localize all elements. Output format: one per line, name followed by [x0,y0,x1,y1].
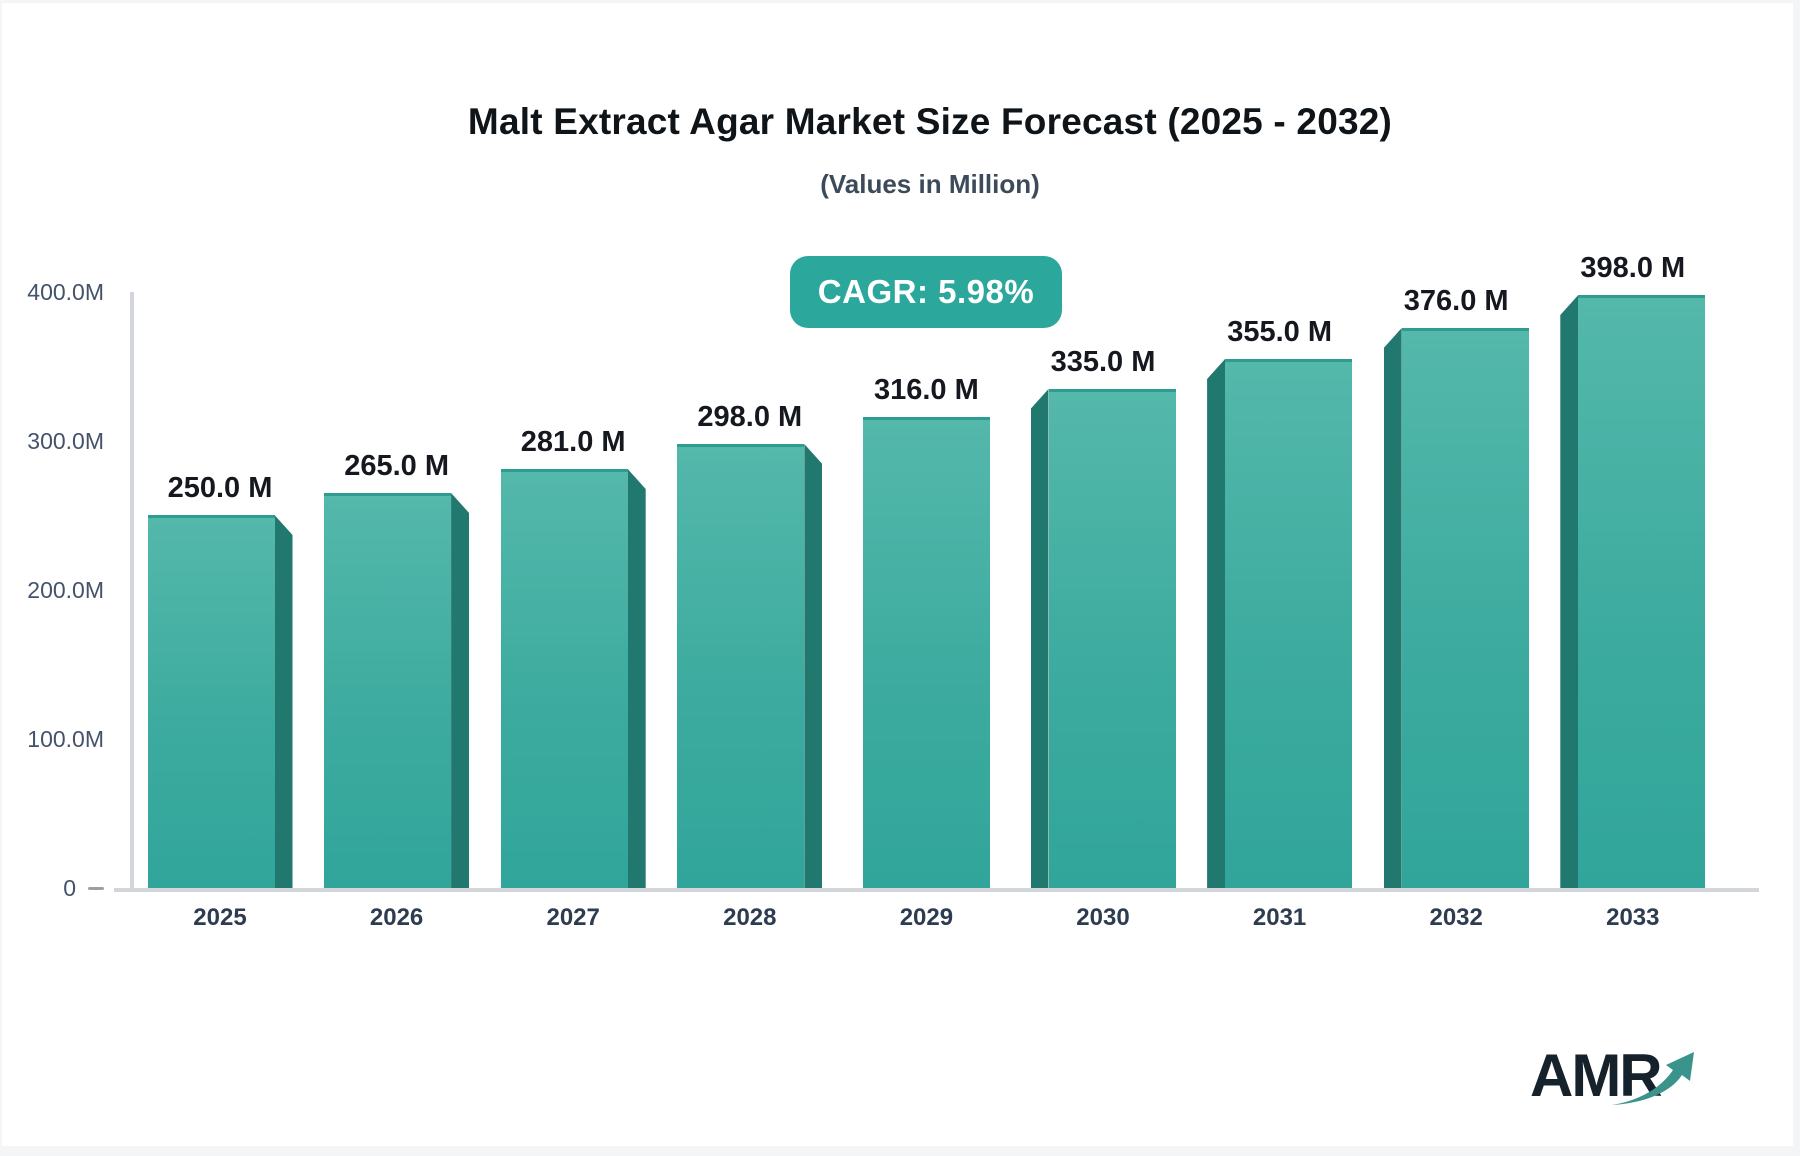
x-axis-label-2033: 2033 [1606,904,1660,931]
y-axis-tick-label: 300.0M [27,428,104,454]
bar-face-2025 [147,515,275,888]
bar-2029 [862,417,990,888]
bar-3d-side-2033 [1560,295,1579,888]
bar-3d-side-2032 [1383,328,1402,888]
bar-3d-side-2025 [274,515,293,888]
bar-value-label-2032: 376.0 M [1403,285,1509,317]
x-axis-label-2030: 2030 [1076,904,1130,931]
bar-value-label-2025: 250.0 M [167,472,273,504]
bar-face-2027 [500,469,628,888]
bar-2027 [500,469,646,888]
y-axis-line [130,292,134,892]
bar-face-2032 [1401,328,1529,888]
bar-3d-side-2027 [627,469,646,888]
bar-face-2028 [677,444,805,888]
bar-value-label-2031: 355.0 M [1227,316,1332,348]
bar-chart-plot: 0 100.0M 200.0M 300.0M 400.0M 250.0 M 2025 265.… [2,3,1793,1146]
bar-value-label-2029: 316.0 M [873,374,979,406]
bar-2028 [677,444,823,888]
bar-face-2033 [1578,295,1706,888]
x-axis-label-2027: 2027 [546,904,600,931]
bar-face-2026 [324,493,452,888]
bar-2033 [1560,295,1706,888]
bar-face-2030 [1048,389,1176,888]
cagr-badge-label: CAGR: 5.98% [817,273,1035,310]
bar-3d-side-2028 [804,444,823,888]
chart-card: Malt Extract Agar Market Size Forecast (… [2,3,1793,1146]
bar-2026 [324,493,470,888]
bar-3d-side-2030 [1030,389,1049,888]
x-axis-label-2025: 2025 [193,904,247,931]
chart-subtitle: (Values in Million) [820,169,1040,199]
bar-2030 [1030,389,1176,888]
y-axis-tick-label: 400.0M [27,279,104,305]
bar-2032 [1383,328,1529,888]
bar-value-label-2027: 281.0 M [520,426,626,458]
x-axis-label-2028: 2028 [723,904,777,931]
bar-value-label-2030: 335.0 M [1050,346,1156,378]
bar-2025 [147,515,293,888]
x-axis-label-2032: 2032 [1429,904,1483,931]
cagr-badge: CAGR: 5.98% [790,256,1062,328]
bar-3d-side-2031 [1207,359,1226,888]
bar-2031 [1207,359,1353,888]
bar-value-label-2026: 265.0 M [344,450,449,482]
bar-3d-side-2026 [451,493,470,888]
y-axis-tick-label: 200.0M [27,577,104,603]
x-axis-label-2029: 2029 [899,904,954,931]
y-axis-tick-label: 100.0M [27,726,104,752]
bar-value-label-2028: 298.0 M [697,401,803,433]
bar-face-2031 [1225,359,1353,888]
x-axis-line [114,888,1759,892]
amr-logo-arrow-icon [1612,1052,1694,1105]
x-axis-label-2031: 2031 [1252,904,1307,931]
amr-logo: AMR [1530,1041,1720,1121]
chart-title: Malt Extract Agar Market Size Forecast (… [467,101,1393,142]
bar-face-2029 [862,417,990,888]
y-axis-zero-tick [88,887,104,890]
x-axis-label-2026: 2026 [369,904,424,931]
y-axis-tick-label: 0 [2,873,104,903]
bar-value-label-2033: 398.0 M [1580,252,1686,284]
